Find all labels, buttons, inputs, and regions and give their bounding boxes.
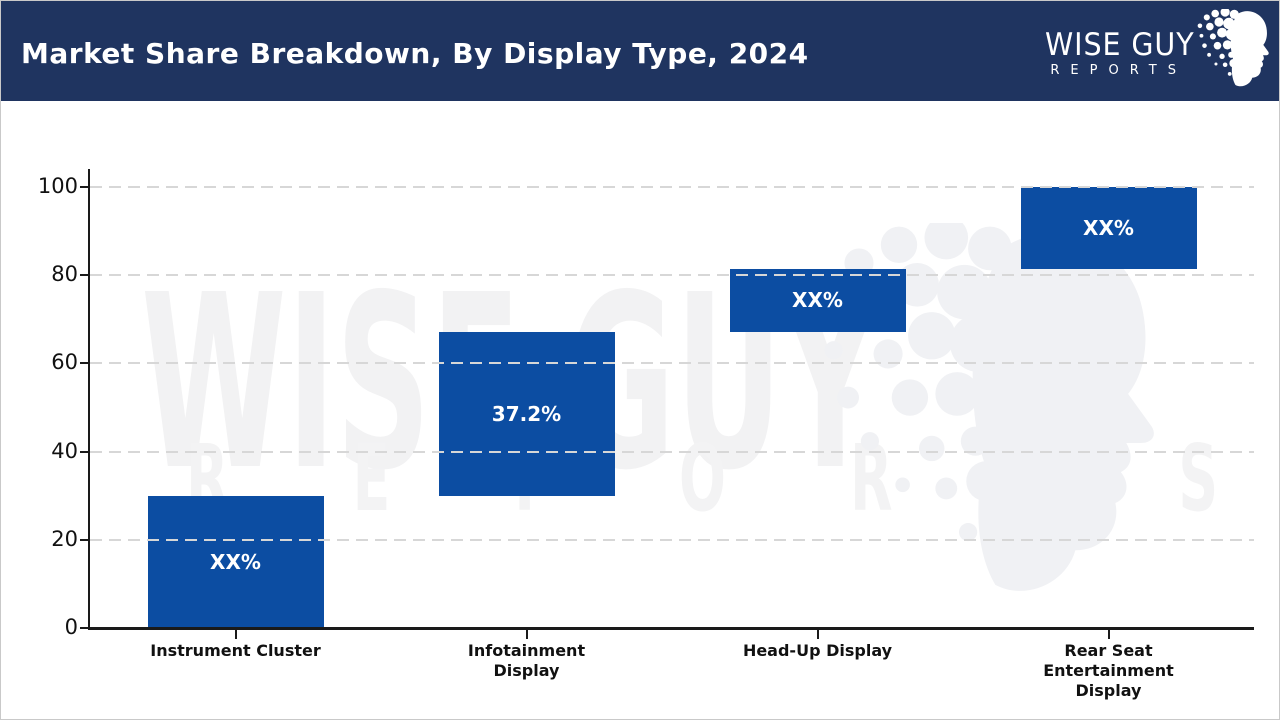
- y-gridline-80: [90, 274, 1254, 277]
- bar-3: XX%: [729, 269, 906, 332]
- bar-value-label-4: XX%: [1083, 216, 1134, 240]
- y-tick-label-100: 100: [37, 174, 78, 198]
- y-gridline-40: [90, 450, 1254, 453]
- x-axis-line: [88, 627, 1254, 630]
- x-tick-3: [816, 630, 819, 639]
- y-tick-label-20: 20: [51, 526, 78, 551]
- bar-value-label-2: 37.2%: [491, 401, 562, 426]
- head-profile-icon: [1197, 9, 1269, 87]
- x-category-label-4: Rear Seat Entertainment Display: [1043, 641, 1174, 700]
- x-category-label-3: Head-Up Display: [742, 641, 893, 660]
- y-gridline-100: [90, 186, 1254, 188]
- logo-subtitle: REPORTS: [1050, 63, 1187, 78]
- y-tick-80: [80, 274, 89, 277]
- y-axis-line: [88, 169, 90, 630]
- y-tick-label-80: 80: [51, 262, 78, 287]
- y-tick-60: [80, 362, 89, 365]
- y-tick-20: [80, 538, 89, 541]
- bar-1: XX%: [147, 495, 324, 628]
- y-tick-label-40: 40: [51, 438, 78, 463]
- x-tick-4: [1107, 630, 1110, 639]
- bar-4: XX%: [1020, 187, 1197, 270]
- y-tick-0: [80, 627, 89, 629]
- y-tick-100: [80, 186, 89, 188]
- bar-value-label-1: XX%: [210, 549, 261, 574]
- x-category-label-2: Infotainment Display: [467, 641, 586, 680]
- bar-value-label-3: XX%: [792, 288, 843, 313]
- wise-guy-reports-logo: WISE GUY REPORTS: [1009, 5, 1273, 97]
- x-tick-1: [234, 630, 237, 639]
- chart-title: Market Share Breakdown, By Display Type,…: [21, 37, 809, 70]
- watermark-head-profile: [815, 223, 1154, 591]
- logo-wordmark: WISE GUY: [1045, 27, 1195, 63]
- y-tick-label-0: 0: [64, 615, 78, 639]
- y-gridline-20: [90, 538, 1254, 541]
- y-gridline-60: [90, 362, 1254, 365]
- header-band: Market Share Breakdown, By Display Type,…: [1, 1, 1279, 101]
- y-tick-40: [80, 450, 89, 453]
- bar-2: 37.2%: [438, 331, 615, 496]
- x-tick-2: [525, 630, 528, 639]
- y-tick-label-60: 60: [51, 350, 78, 375]
- x-category-label-1: Instrument Cluster: [150, 641, 321, 660]
